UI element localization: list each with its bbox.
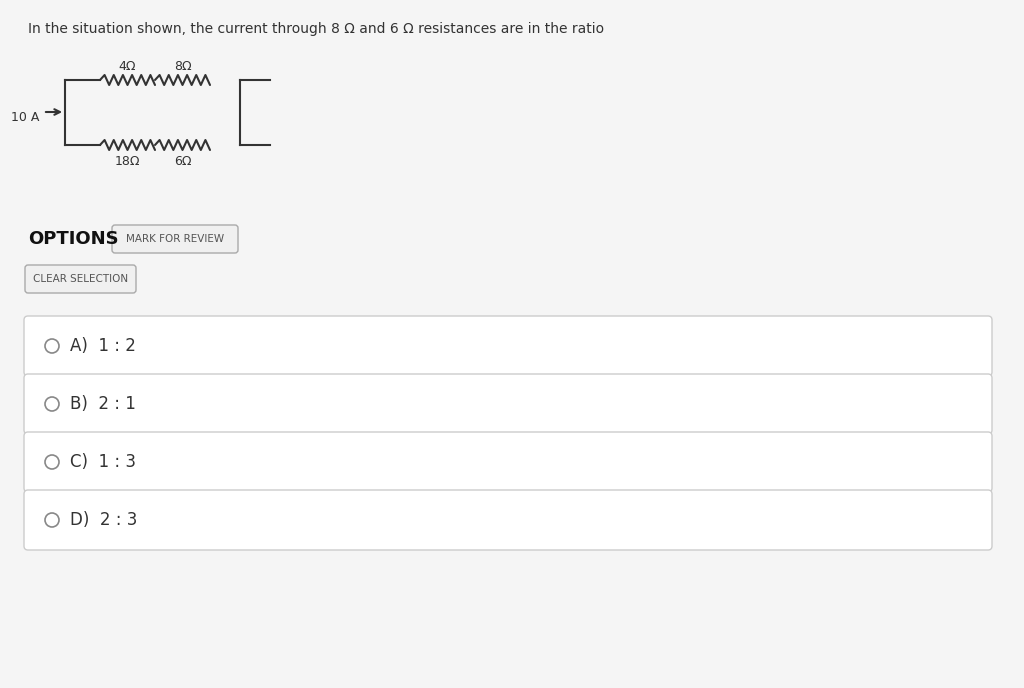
Text: 6Ω: 6Ω (174, 155, 191, 167)
Text: In the situation shown, the current through 8 Ω and 6 Ω resistances are in the r: In the situation shown, the current thro… (28, 22, 604, 36)
FancyBboxPatch shape (112, 225, 238, 253)
FancyBboxPatch shape (24, 316, 992, 376)
Text: 8Ω: 8Ω (174, 59, 191, 72)
FancyBboxPatch shape (25, 265, 136, 293)
FancyBboxPatch shape (24, 432, 992, 492)
Text: 18Ω: 18Ω (115, 155, 140, 167)
Circle shape (45, 397, 59, 411)
Text: CLEAR SELECTION: CLEAR SELECTION (33, 274, 128, 284)
Circle shape (45, 513, 59, 527)
Text: 10 A: 10 A (10, 111, 39, 124)
FancyBboxPatch shape (24, 490, 992, 550)
Text: MARK FOR REVIEW: MARK FOR REVIEW (126, 234, 224, 244)
Text: D)  2 : 3: D) 2 : 3 (70, 511, 137, 529)
Text: B)  2 : 1: B) 2 : 1 (70, 395, 136, 413)
Text: C)  1 : 3: C) 1 : 3 (70, 453, 136, 471)
Text: A)  1 : 2: A) 1 : 2 (70, 337, 136, 355)
Circle shape (45, 455, 59, 469)
Text: OPTIONS: OPTIONS (28, 230, 119, 248)
Circle shape (45, 339, 59, 353)
FancyBboxPatch shape (24, 374, 992, 434)
Text: 4Ω: 4Ω (119, 59, 136, 72)
